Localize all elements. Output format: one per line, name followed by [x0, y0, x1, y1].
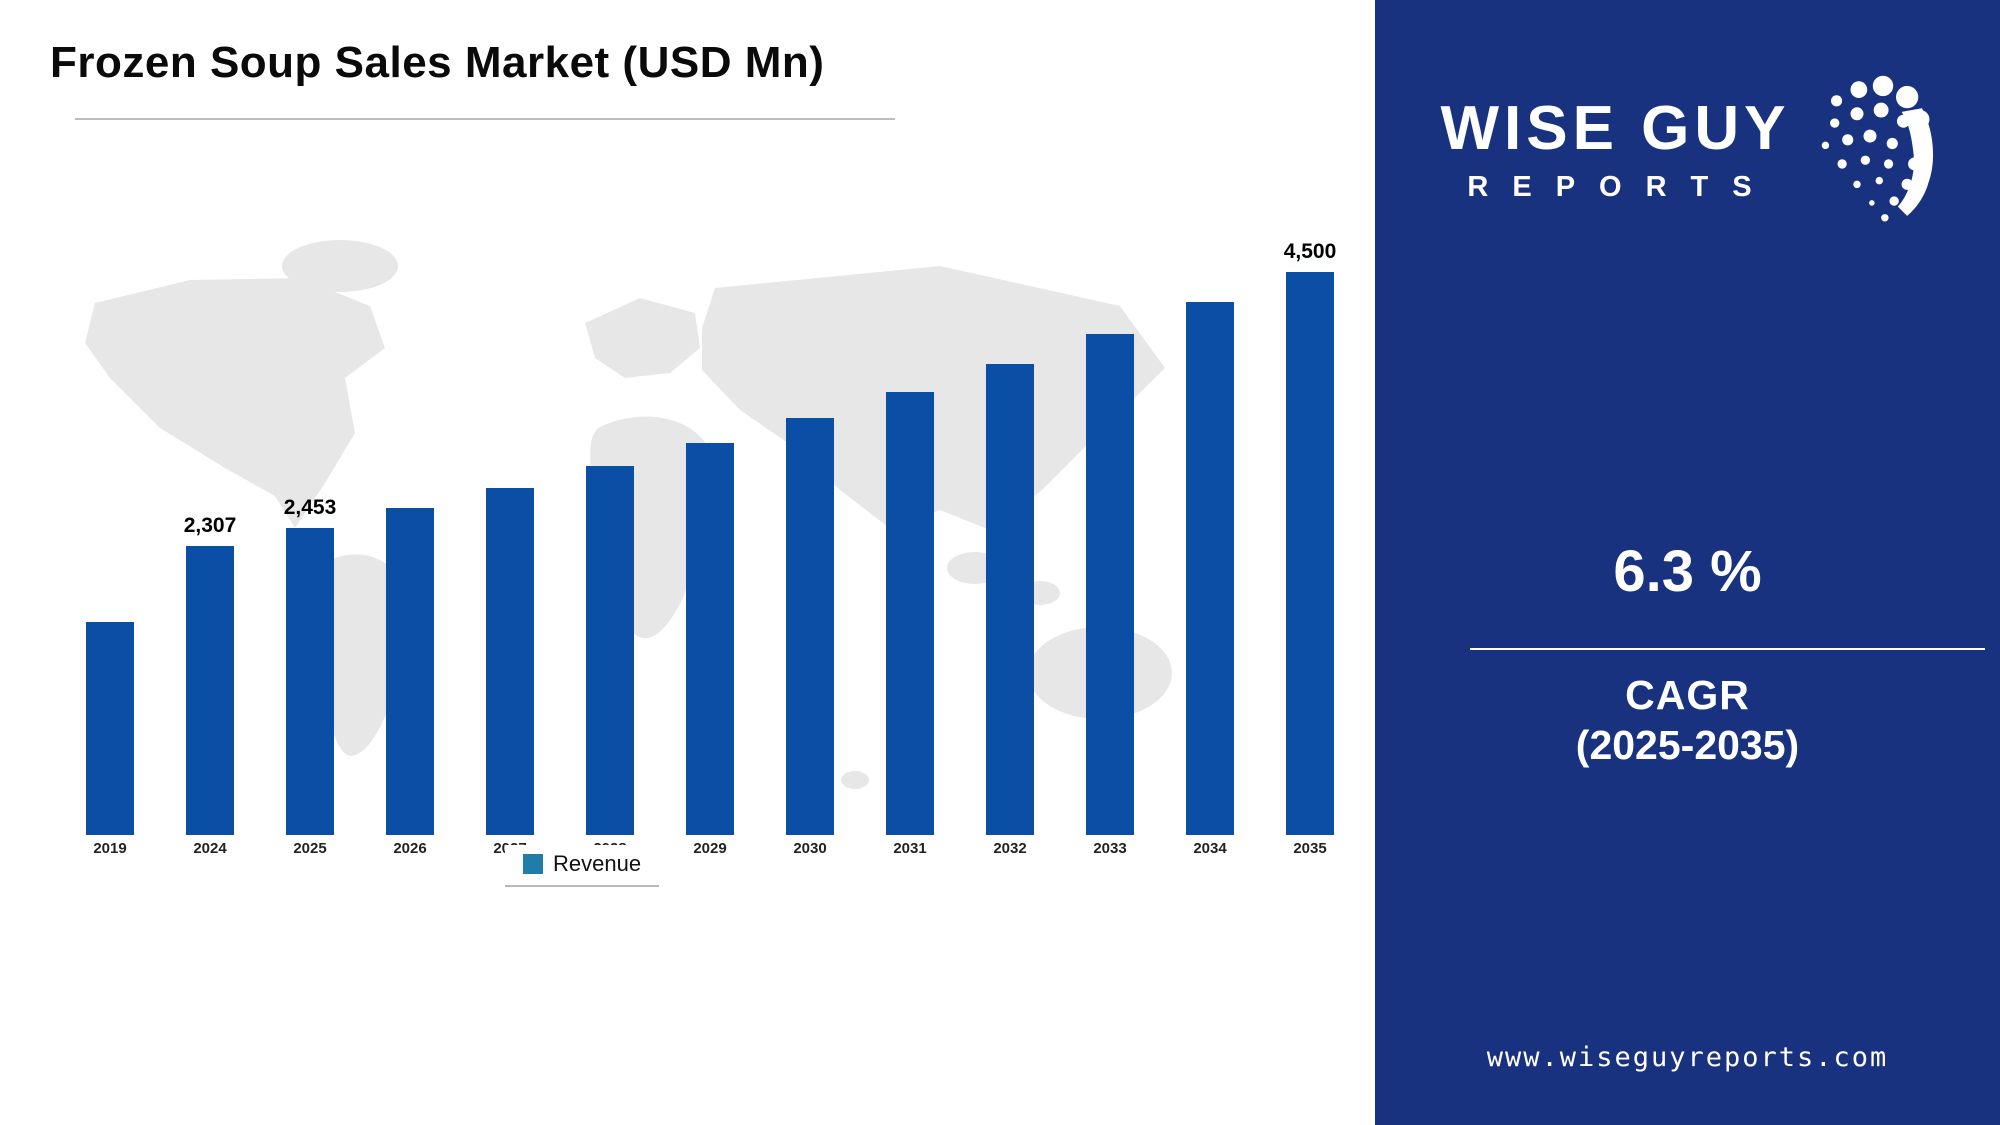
x-tick-2034: 2034	[1193, 840, 1227, 857]
bar-group-2019	[60, 240, 160, 835]
x-tick-2033: 2033	[1093, 840, 1127, 857]
brand-logo: WISE GUY REPORTS	[1375, 70, 2000, 230]
chart-title: Frozen Soup Sales Market (USD Mn)	[50, 38, 825, 87]
x-tick-2029: 2029	[693, 840, 727, 857]
bar-group-2031	[860, 240, 960, 835]
cagr-value: 6.3 %	[1613, 539, 1762, 604]
bar-group-2025: 2,453	[260, 240, 360, 835]
bar-2028	[586, 466, 634, 835]
legend-swatch	[523, 854, 543, 874]
x-tick-2024: 2024	[193, 840, 227, 857]
cagr-label: CAGR	[1625, 672, 1750, 718]
bar-2029	[686, 443, 734, 835]
bar-group-2026	[360, 240, 460, 835]
bar-value-2035: 4,500	[1283, 240, 1337, 263]
bar-2035	[1286, 272, 1334, 835]
cagr-divider	[1470, 648, 1985, 650]
chart-section: Frozen Soup Sales Market (USD Mn) 2,307 2…	[50, 38, 1360, 887]
x-tick-2019: 2019	[93, 840, 127, 857]
x-tick-2035: 2035	[1293, 840, 1327, 857]
x-tick-2025: 2025	[293, 840, 327, 857]
brand-subname: REPORTS	[1467, 171, 1776, 204]
bar-plot: 2,307 2,453 4,500	[60, 240, 1360, 835]
bar-group-2028	[560, 240, 660, 835]
legend-label: Revenue	[553, 851, 642, 876]
brand-logo-text: WISE GUY REPORTS	[1440, 96, 1790, 204]
bar-2024	[186, 546, 234, 835]
bar-2019	[86, 622, 134, 835]
bar-2032	[986, 364, 1034, 835]
x-tick-2032: 2032	[993, 840, 1027, 857]
bar-2030	[786, 418, 834, 835]
x-tick-2030: 2030	[793, 840, 827, 857]
bar-2026	[386, 508, 434, 835]
cagr-range: (2025-2035)	[1575, 722, 1800, 768]
x-tick-2031: 2031	[893, 840, 927, 857]
bar-2034	[1186, 302, 1234, 835]
bar-group-2030	[760, 240, 860, 835]
bar-group-2035: 4,500	[1260, 240, 1360, 835]
bar-group-2032	[960, 240, 1060, 835]
bar-group-2027	[460, 240, 560, 835]
x-axis-ticks: 2019202420252026202720282029203020312032…	[60, 840, 1360, 857]
website-link[interactable]: www.wiseguyreports.com	[1486, 1042, 1889, 1073]
bar-2025	[286, 528, 334, 835]
bar-value-2024: 2,307	[183, 514, 237, 537]
bar-2031	[886, 392, 934, 835]
dotted-head-icon	[1821, 75, 1933, 222]
brand-name: WISE GUY	[1440, 93, 1791, 163]
x-tick-2026: 2026	[393, 840, 427, 857]
bar-2033	[1086, 334, 1134, 835]
chart-legend: Revenue	[505, 845, 660, 887]
bar-2027	[486, 488, 534, 835]
bar-group-2024: 2,307	[160, 240, 260, 835]
bar-value-2025: 2,453	[283, 496, 337, 519]
bar-group-2034	[1160, 240, 1260, 835]
bar-group-2029	[660, 240, 760, 835]
bar-group-2033	[1060, 240, 1160, 835]
title-divider	[75, 118, 895, 120]
brand-panel: WISE GUY REPORTS 6.3 % CAGR (20	[1375, 0, 2000, 1125]
